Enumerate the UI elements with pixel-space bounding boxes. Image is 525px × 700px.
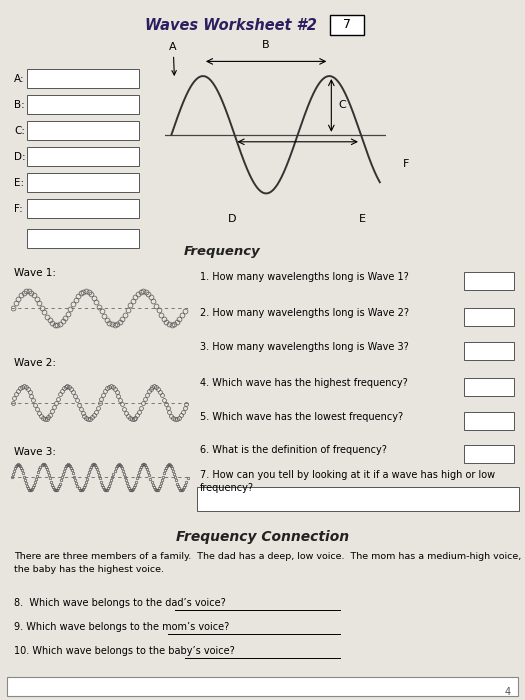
FancyBboxPatch shape	[27, 147, 139, 166]
Text: Wave 1:: Wave 1:	[14, 268, 56, 278]
FancyBboxPatch shape	[27, 95, 139, 114]
FancyBboxPatch shape	[27, 69, 139, 88]
FancyBboxPatch shape	[7, 677, 518, 696]
Text: E: E	[359, 214, 365, 224]
Text: C:: C:	[14, 125, 25, 136]
Text: Frequency: Frequency	[184, 245, 260, 258]
Text: 7: 7	[343, 18, 351, 32]
Text: D:: D:	[14, 151, 26, 162]
Text: Waves Worksheet #2: Waves Worksheet #2	[145, 18, 317, 33]
Text: B: B	[262, 40, 270, 50]
Text: F:: F:	[14, 204, 23, 214]
FancyBboxPatch shape	[464, 342, 514, 360]
Text: 9. Which wave belongs to the mom’s voice?: 9. Which wave belongs to the mom’s voice…	[14, 622, 229, 632]
FancyBboxPatch shape	[464, 272, 514, 290]
FancyBboxPatch shape	[464, 445, 514, 463]
Text: F: F	[403, 159, 409, 169]
FancyBboxPatch shape	[27, 121, 139, 140]
Text: C: C	[338, 100, 346, 111]
Text: 7. How can you tell by looking at it if a wave has high or low
frequency?: 7. How can you tell by looking at it if …	[200, 470, 495, 494]
Text: There are three members of a family.  The dad has a deep, low voice.  The mom ha: There are three members of a family. The…	[14, 552, 525, 574]
Text: D: D	[228, 214, 237, 224]
Text: 2. How many wavelengths long is Wave 2?: 2. How many wavelengths long is Wave 2?	[200, 308, 409, 318]
FancyBboxPatch shape	[464, 412, 514, 430]
Text: Wave 3:: Wave 3:	[14, 447, 56, 457]
Text: 6. What is the definition of frequency?: 6. What is the definition of frequency?	[200, 445, 387, 455]
Text: B:: B:	[14, 99, 25, 109]
FancyBboxPatch shape	[27, 229, 139, 248]
Text: 1. How many wavelengths long is Wave 1?: 1. How many wavelengths long is Wave 1?	[200, 272, 409, 282]
Text: A:: A:	[14, 74, 25, 83]
Text: A: A	[170, 42, 177, 75]
Text: 4. Which wave has the highest frequency?: 4. Which wave has the highest frequency?	[200, 378, 408, 388]
FancyBboxPatch shape	[464, 308, 514, 326]
Text: 5. Which wave has the lowest frequency?: 5. Which wave has the lowest frequency?	[200, 412, 403, 422]
Text: Wave 2:: Wave 2:	[14, 358, 56, 368]
Text: 10. Which wave belongs to the baby’s voice?: 10. Which wave belongs to the baby’s voi…	[14, 646, 235, 656]
FancyBboxPatch shape	[464, 378, 514, 396]
Text: Frequency Connection: Frequency Connection	[176, 530, 349, 544]
FancyBboxPatch shape	[27, 199, 139, 218]
FancyBboxPatch shape	[330, 15, 364, 35]
Text: 4: 4	[505, 687, 511, 697]
Text: 8.  Which wave belongs to the dad’s voice?: 8. Which wave belongs to the dad’s voice…	[14, 598, 226, 608]
Text: 3. How many wavelengths long is Wave 3?: 3. How many wavelengths long is Wave 3?	[200, 342, 409, 352]
Text: E:: E:	[14, 178, 24, 188]
FancyBboxPatch shape	[197, 487, 519, 511]
FancyBboxPatch shape	[27, 173, 139, 192]
